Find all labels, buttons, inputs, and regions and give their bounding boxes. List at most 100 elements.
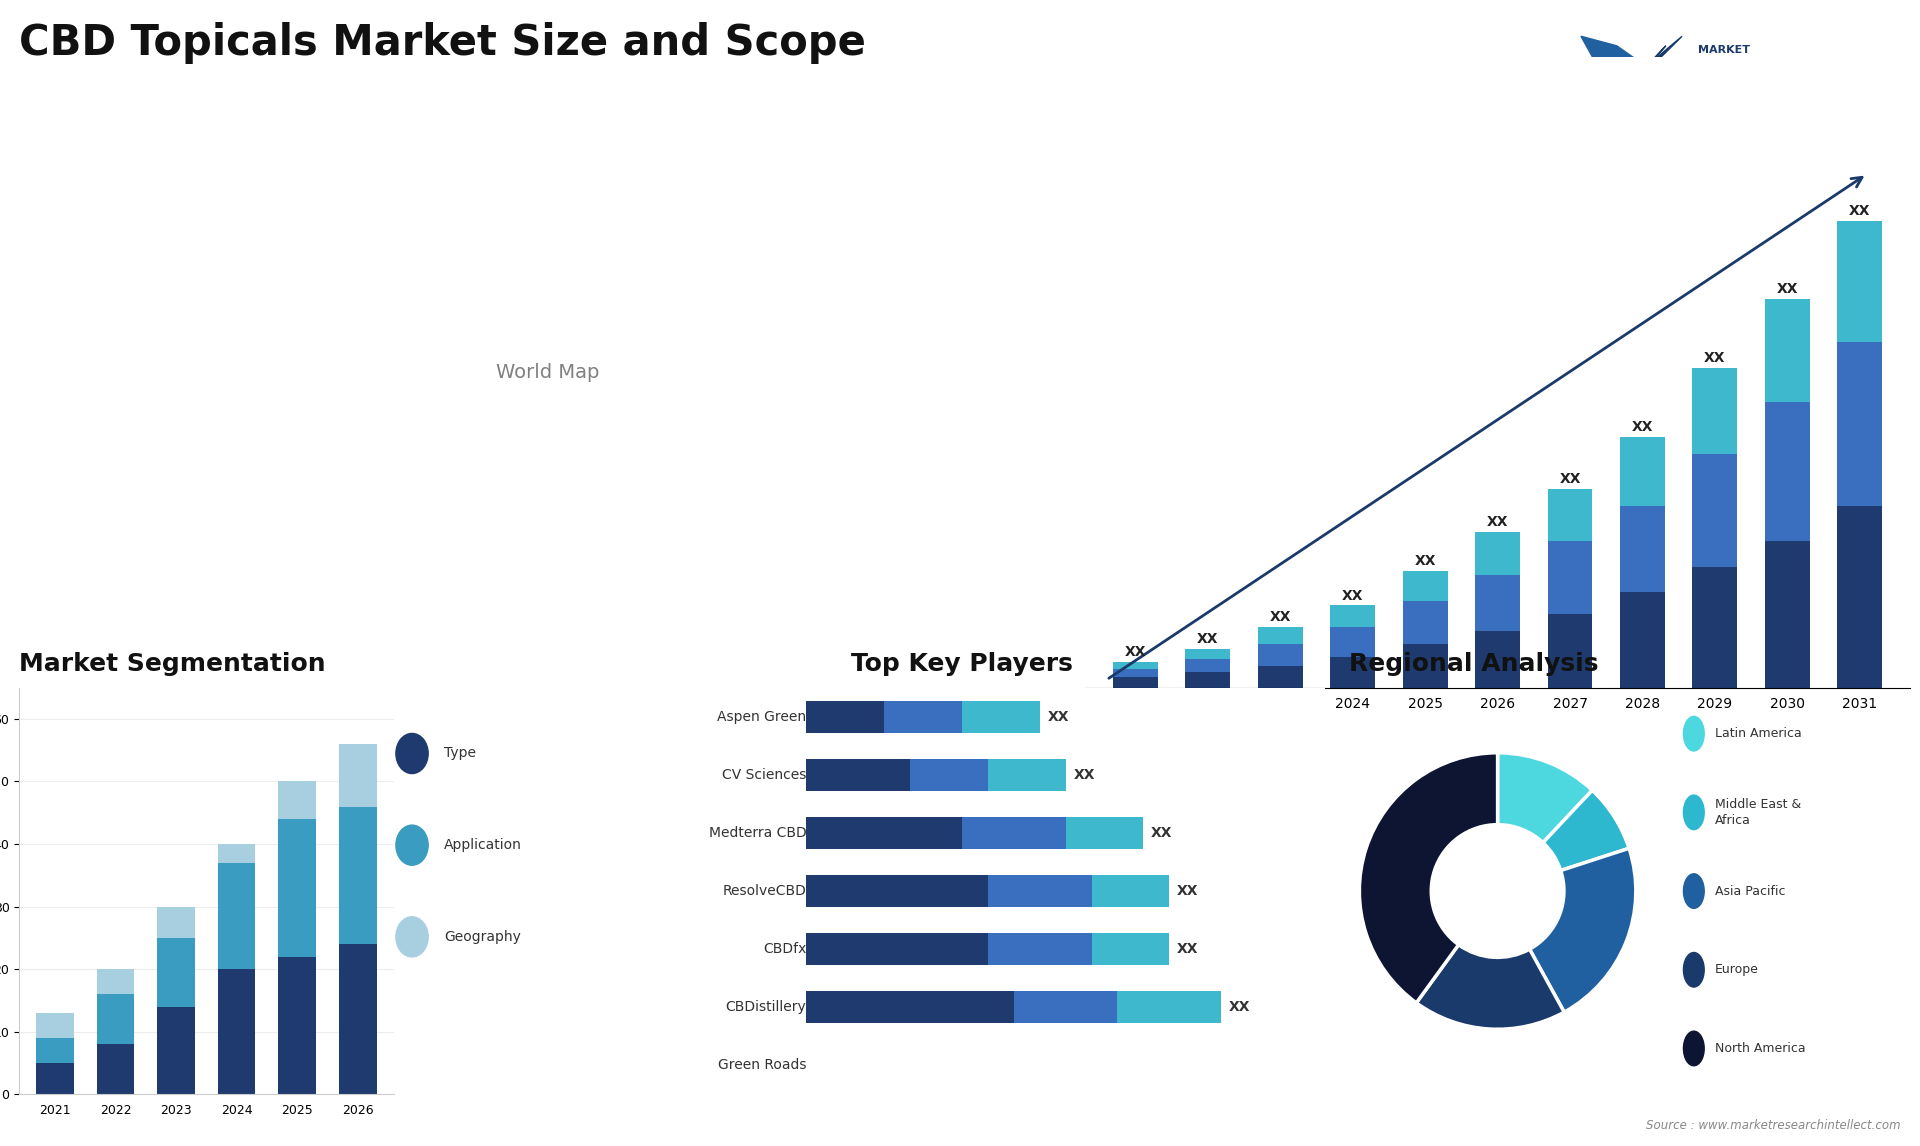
Text: INTELLECT: INTELLECT <box>1699 92 1764 102</box>
Text: XX: XX <box>1559 472 1580 486</box>
Text: XX: XX <box>1229 1000 1250 1014</box>
Wedge shape <box>1417 944 1565 1029</box>
Circle shape <box>1684 1031 1705 1066</box>
Bar <box>217 970 255 1094</box>
Bar <box>1620 437 1665 507</box>
Text: XX: XX <box>1198 633 1219 646</box>
Text: XX: XX <box>1048 709 1069 723</box>
Text: XX: XX <box>1152 826 1173 840</box>
Bar <box>1620 592 1665 688</box>
Text: Regional Analysis: Regional Analysis <box>1350 652 1597 675</box>
Circle shape <box>396 917 428 957</box>
Text: XX: XX <box>1632 421 1653 434</box>
Text: Geography: Geography <box>444 929 520 944</box>
Bar <box>1331 627 1375 658</box>
Text: RESEARCH: RESEARCH <box>1699 69 1764 78</box>
Bar <box>1764 541 1811 688</box>
Bar <box>1548 488 1592 541</box>
Bar <box>1764 402 1811 541</box>
Bar <box>1475 631 1521 688</box>
Bar <box>806 700 883 732</box>
Text: MARKET: MARKET <box>1699 45 1751 55</box>
Text: XX: XX <box>1776 282 1797 296</box>
Bar <box>1331 605 1375 627</box>
Bar <box>36 1063 73 1094</box>
Bar <box>806 876 987 906</box>
Bar <box>1091 876 1169 906</box>
Bar <box>1066 817 1142 849</box>
Bar <box>1692 454 1738 566</box>
Bar <box>962 817 1066 849</box>
Text: Europe: Europe <box>1715 964 1759 976</box>
Text: XX: XX <box>1486 516 1509 529</box>
Bar <box>883 700 962 732</box>
Bar <box>96 970 134 995</box>
Text: Green Roads: Green Roads <box>718 1059 806 1073</box>
Bar <box>340 807 376 944</box>
Bar <box>806 759 910 791</box>
Bar <box>806 933 987 965</box>
Bar <box>1114 668 1158 677</box>
Circle shape <box>1684 795 1705 830</box>
Text: Middle East &
Africa: Middle East & Africa <box>1715 798 1801 827</box>
Text: Top Key Players: Top Key Players <box>851 652 1073 675</box>
Bar <box>1258 666 1304 688</box>
Text: CBD Topicals Market Size and Scope: CBD Topicals Market Size and Scope <box>19 22 866 64</box>
Bar <box>987 876 1091 906</box>
Text: CV Sciences: CV Sciences <box>722 768 806 782</box>
Text: Medterra CBD: Medterra CBD <box>708 826 806 840</box>
Bar <box>1331 658 1375 688</box>
Text: World Map: World Map <box>495 363 599 382</box>
Bar <box>1404 644 1448 688</box>
Text: XX: XX <box>1415 555 1436 568</box>
Bar <box>1475 575 1521 631</box>
Bar <box>1548 614 1592 688</box>
Bar <box>987 759 1066 791</box>
Bar <box>96 995 134 1044</box>
Bar <box>36 1013 73 1038</box>
Bar <box>1258 627 1304 644</box>
Bar <box>1185 672 1231 688</box>
Bar <box>962 700 1041 732</box>
Bar <box>1764 298 1811 402</box>
Text: Asia Pacific: Asia Pacific <box>1715 885 1786 897</box>
Bar <box>1258 644 1304 666</box>
Bar <box>1620 507 1665 592</box>
Circle shape <box>1684 952 1705 987</box>
Bar <box>36 1038 73 1063</box>
Bar <box>1837 342 1882 507</box>
Bar <box>1114 677 1158 688</box>
Bar <box>1404 571 1448 602</box>
Bar <box>1114 661 1158 668</box>
Text: XX: XX <box>1177 942 1198 956</box>
Text: CBDistillery: CBDistillery <box>726 1000 806 1014</box>
Bar <box>96 1044 134 1094</box>
Bar <box>1091 933 1169 965</box>
Bar <box>1837 507 1882 688</box>
Text: Aspen Green: Aspen Green <box>718 709 806 723</box>
Text: Market Segmentation: Market Segmentation <box>19 652 326 675</box>
Polygon shape <box>1580 37 1645 101</box>
Wedge shape <box>1544 791 1628 871</box>
Text: Type: Type <box>444 746 476 761</box>
Circle shape <box>396 733 428 774</box>
Polygon shape <box>1617 37 1682 101</box>
Text: ResolveCBD: ResolveCBD <box>722 884 806 898</box>
Bar <box>1117 991 1221 1023</box>
Bar <box>1014 991 1117 1023</box>
Text: XX: XX <box>1705 351 1726 366</box>
Circle shape <box>396 825 428 865</box>
Wedge shape <box>1359 753 1498 1003</box>
Bar <box>1475 532 1521 575</box>
Text: Source : www.marketresearchintellect.com: Source : www.marketresearchintellect.com <box>1645 1120 1901 1132</box>
Text: XX: XX <box>1849 204 1870 218</box>
Circle shape <box>1684 716 1705 751</box>
Bar <box>1548 541 1592 614</box>
Bar <box>217 845 255 863</box>
Text: XX: XX <box>1342 589 1363 603</box>
Text: CBDfx: CBDfx <box>762 942 806 956</box>
Bar <box>157 937 196 1007</box>
Text: Application: Application <box>444 838 522 853</box>
Bar <box>278 819 317 957</box>
Bar <box>278 957 317 1094</box>
